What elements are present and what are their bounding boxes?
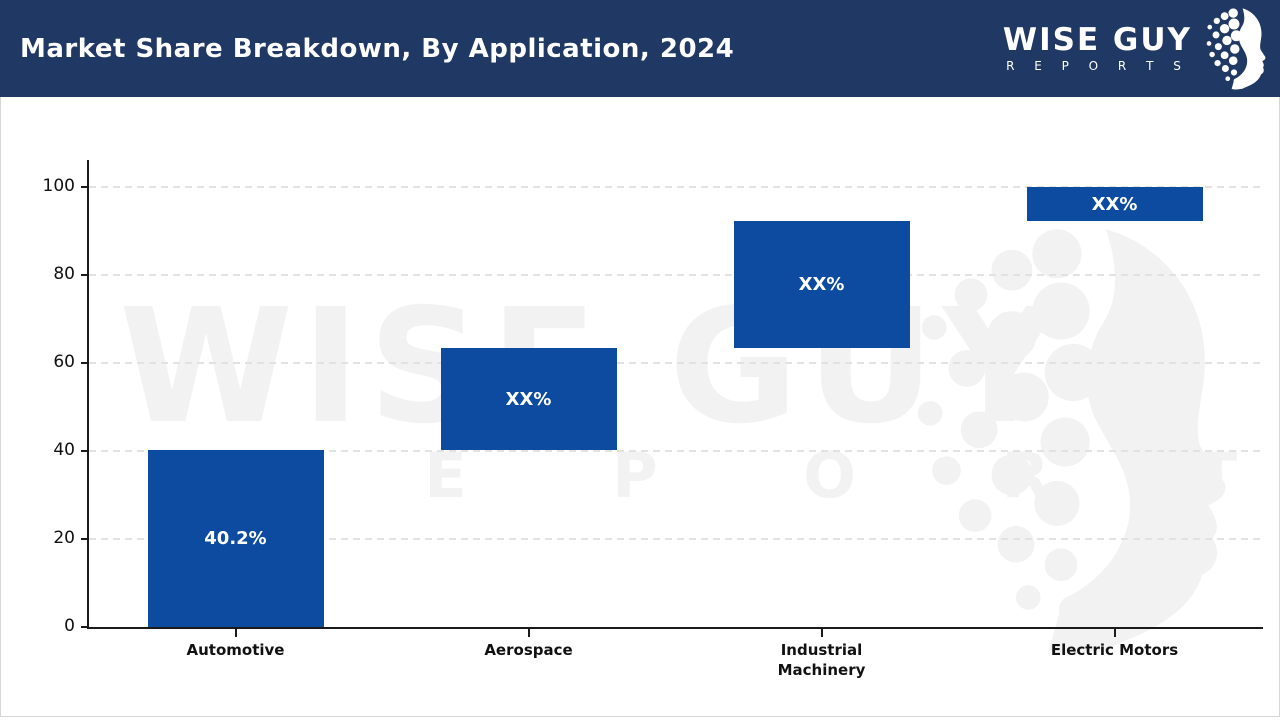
x-tick-label-3: Electric Motors	[1050, 641, 1179, 659]
x-tick-3	[1113, 629, 1116, 637]
x-tick-label-2: Industrial Machinery	[777, 641, 866, 680]
gridline-60	[89, 362, 1261, 364]
logo-dot-head-icon	[1206, 7, 1266, 90]
x-tick-2	[820, 629, 823, 637]
logo-reports-text: R E P O R T S	[1006, 58, 1189, 73]
x-tick-1	[527, 629, 530, 637]
y-tick-80	[81, 274, 89, 276]
bar-industrial-machinery: XX%	[733, 221, 910, 349]
logo-wiseguy-text: WISE GUY	[1002, 22, 1192, 59]
y-axis-line	[87, 160, 89, 629]
x-tick-0	[234, 629, 237, 637]
chart-card: WISE GUY R E P O R T S 40.2%XX%XX%XX% 02…	[0, 97, 1280, 717]
y-tick-60	[81, 362, 89, 364]
y-tick-label-100: 100	[42, 176, 75, 196]
y-tick-label-40: 40	[53, 440, 75, 460]
y-tick-label-0: 0	[64, 616, 75, 636]
x-tick-label-1: Aerospace	[484, 641, 573, 659]
gridline-80	[89, 274, 1261, 276]
bar-value-label: XX%	[1091, 193, 1138, 215]
y-tick-100	[81, 186, 89, 188]
y-tick-label-80: 80	[53, 264, 75, 284]
gridline-100	[89, 186, 1261, 188]
y-tick-label-60: 60	[53, 352, 75, 372]
bar-value-label: 40.2%	[204, 528, 267, 550]
y-tick-label-20: 20	[53, 528, 75, 548]
bar-electric-motors: XX%	[1026, 187, 1203, 222]
y-tick-40	[81, 450, 89, 452]
gridline-20	[89, 538, 1261, 540]
watermark-dot-head-icon	[917, 229, 1226, 654]
header-bar: Market Share Breakdown, By Application, …	[0, 0, 1280, 97]
bar-aerospace: XX%	[440, 348, 617, 451]
wise-guy-logo: WISE GUY R E P O R T S	[1003, 6, 1270, 92]
bar-value-label: XX%	[798, 274, 845, 296]
y-tick-20	[81, 538, 89, 540]
x-axis-line	[87, 627, 1263, 629]
bar-automotive: 40.2%	[147, 450, 324, 627]
x-tick-label-0: Automotive	[186, 641, 285, 659]
bar-value-label: XX%	[505, 388, 552, 410]
gridline-40	[89, 450, 1261, 452]
y-tick-0	[81, 626, 89, 628]
page-title: Market Share Breakdown, By Application, …	[20, 33, 735, 64]
